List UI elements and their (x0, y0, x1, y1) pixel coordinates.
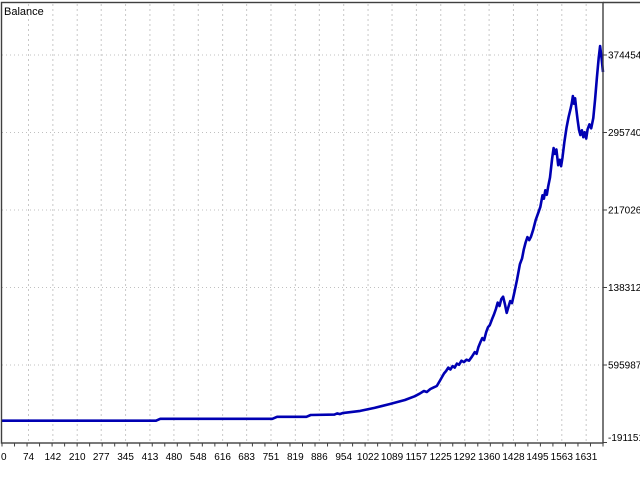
x-tick-label: 1360 (478, 452, 501, 463)
x-tick-label: 1292 (454, 452, 477, 463)
plot-border (0, 1, 604, 444)
x-tick-label: 345 (117, 452, 134, 463)
x-tick-label: 819 (287, 452, 304, 463)
x-tick-label: 0 (1, 452, 7, 463)
x-tick-label: 1157 (406, 452, 428, 463)
x-tick-label: 210 (69, 452, 86, 463)
x-tick-label: 413 (142, 452, 159, 463)
chart-title: Balance (4, 6, 44, 18)
y-tick-label: 595987 (608, 361, 640, 372)
x-tick-label: 1631 (575, 452, 598, 463)
y-tick-label: 2957403 (608, 128, 640, 139)
x-tick-label: 886 (311, 452, 328, 463)
y-tick-label: 1383126 (608, 283, 640, 294)
x-tick-label: 1563 (551, 452, 574, 463)
x-tick-label: 751 (263, 452, 280, 463)
x-tick-label: 74 (23, 452, 35, 463)
x-tick-label: 480 (166, 452, 183, 463)
x-tick-label: 954 (335, 452, 352, 463)
y-tick-label: 2170265 (608, 205, 640, 216)
x-tick-label: 616 (214, 452, 231, 463)
x-tick-label: 1495 (526, 452, 549, 463)
x-tick-label: 1225 (430, 452, 453, 463)
balance-line (2, 44, 605, 423)
x-tick-label: 277 (93, 452, 110, 463)
x-tick-label: 1428 (502, 452, 525, 463)
x-tick-label: 548 (190, 452, 207, 463)
x-tick-label: 1089 (381, 452, 404, 463)
x-tick-label: 683 (238, 452, 255, 463)
x-tick-label: 142 (45, 452, 62, 463)
x-tick-label: 1022 (357, 452, 380, 463)
y-tick-label: -191151 (608, 433, 640, 444)
